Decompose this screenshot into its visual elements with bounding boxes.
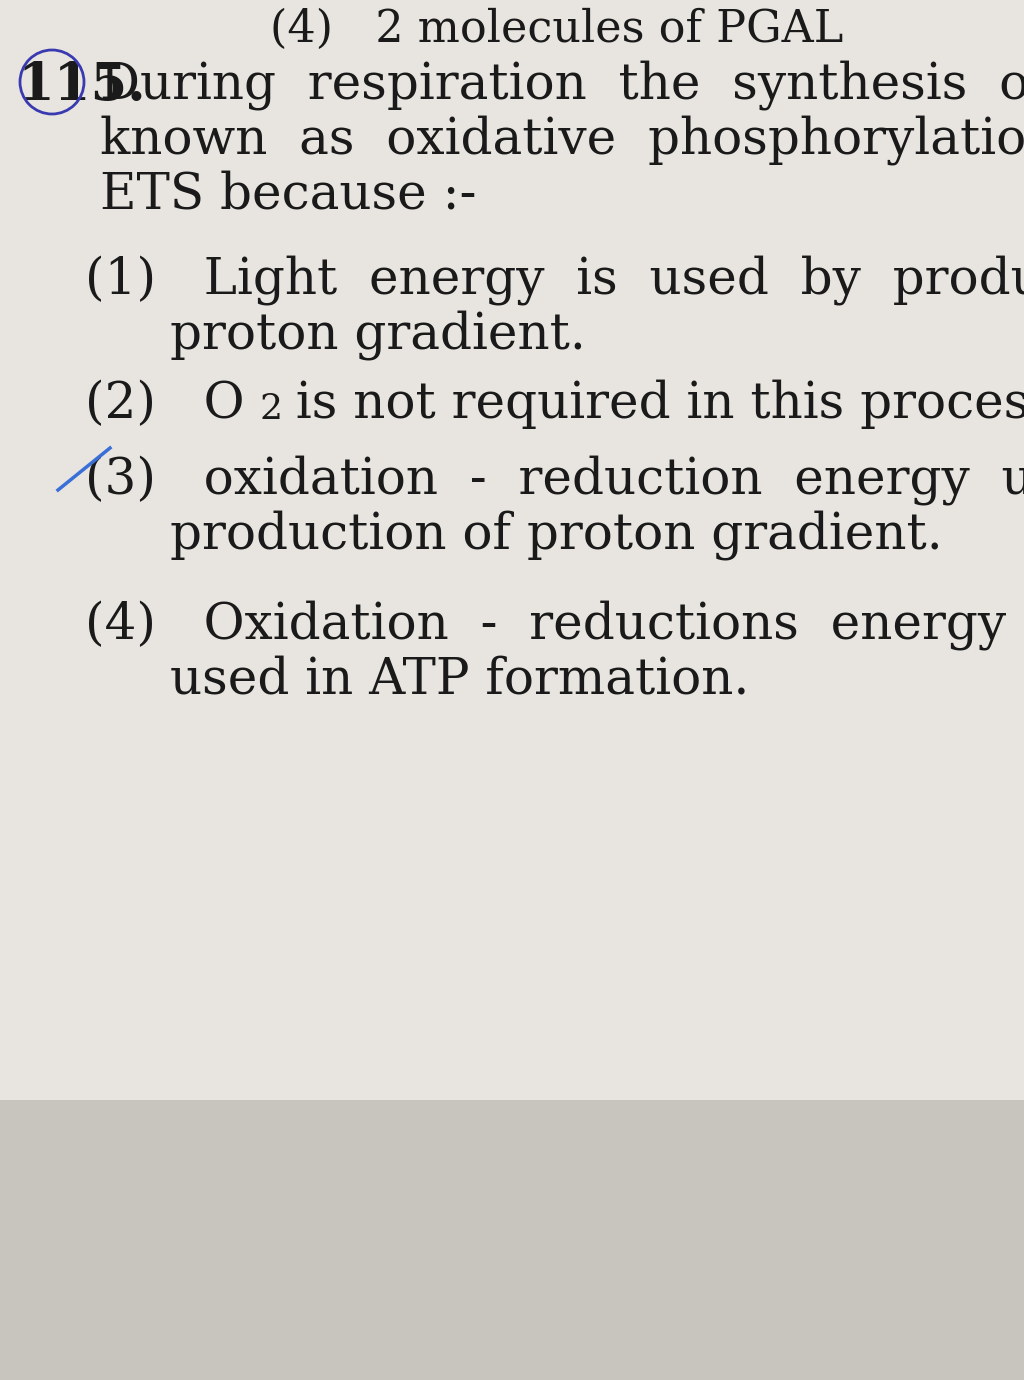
- Text: (4)   Oxidation  -  reductions  energy  directly: (4) Oxidation - reductions energy direct…: [85, 600, 1024, 650]
- Text: (2)   O: (2) O: [85, 380, 245, 429]
- Text: is not required in this process.: is not required in this process.: [280, 380, 1024, 429]
- Text: (3)   oxidation  -  reduction  energy  used  for: (3) oxidation - reduction energy used fo…: [85, 455, 1024, 505]
- Text: During  respiration  the  synthesis  of  ATP  is: During respiration the synthesis of ATP …: [100, 59, 1024, 110]
- Text: (1)   Light  energy  is  used  by  production  of: (1) Light energy is used by production o…: [85, 255, 1024, 305]
- Text: (4)   2 molecules of PGAL: (4) 2 molecules of PGAL: [270, 8, 844, 51]
- Text: production of proton gradient.: production of proton gradient.: [170, 511, 943, 560]
- Text: known  as  oxidative  phosphorylation  due  to: known as oxidative phosphorylation due t…: [100, 115, 1024, 166]
- Text: used in ATP formation.: used in ATP formation.: [170, 656, 750, 704]
- Text: 115.: 115.: [18, 59, 146, 110]
- Text: ETS because :-: ETS because :-: [100, 170, 476, 219]
- FancyBboxPatch shape: [0, 1100, 1024, 1380]
- Text: 2: 2: [260, 392, 283, 426]
- Text: proton gradient.: proton gradient.: [170, 310, 586, 360]
